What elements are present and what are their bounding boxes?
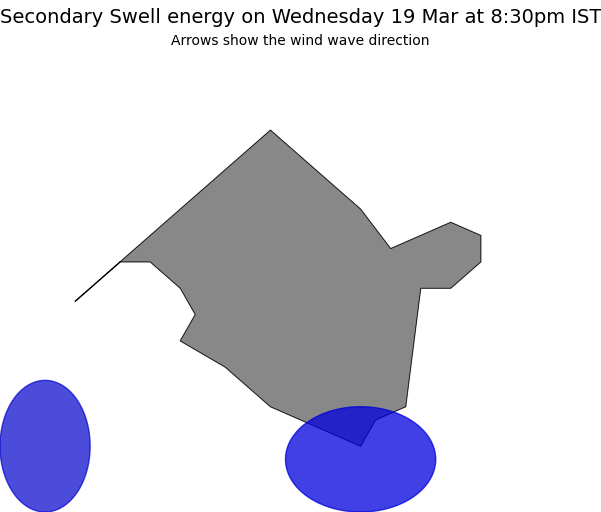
Text: Secondary Swell energy on Wednesday 19 Mar at 8:30pm IST: Secondary Swell energy on Wednesday 19 M… (0, 8, 601, 28)
Polygon shape (0, 380, 90, 512)
Polygon shape (75, 130, 481, 446)
Polygon shape (285, 407, 436, 512)
Text: Arrows show the wind wave direction: Arrows show the wind wave direction (171, 34, 430, 48)
